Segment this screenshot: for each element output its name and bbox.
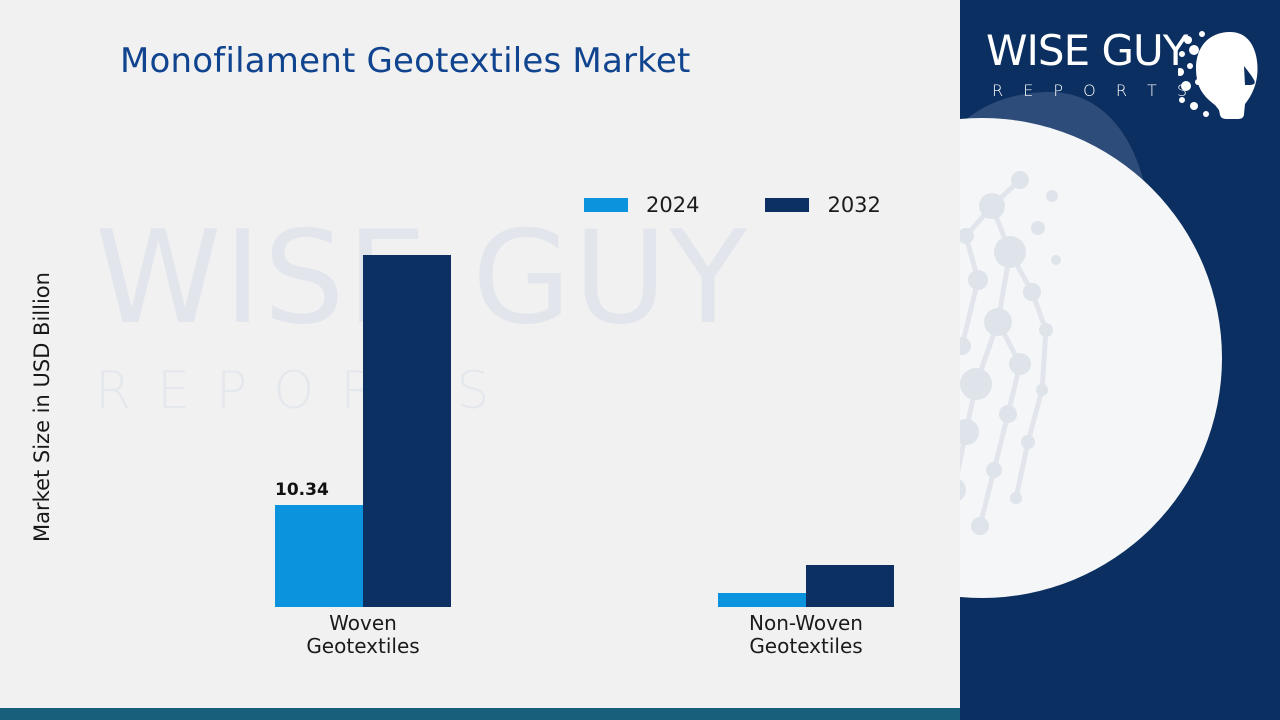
logo-sub-text: R E P O R T S (992, 81, 1195, 100)
chart-legend: 2024 2032 (584, 193, 881, 217)
logo-main-text: WISE GUY (986, 26, 1188, 75)
legend-label-2024: 2024 (646, 193, 700, 217)
category-label-woven: Woven Geotextiles (273, 612, 453, 658)
bar-nonwoven-2032 (806, 565, 894, 607)
plot-area: 10.34 Woven Geotextiles Non-Woven Geotex… (110, 150, 930, 658)
category-label-woven-line2: Geotextiles (306, 634, 420, 658)
logo-head-profile-icon (1178, 31, 1258, 119)
legend-item-2032: 2032 (765, 193, 881, 217)
bar-value-woven-2024: 10.34 (275, 480, 329, 500)
category-label-woven-line1: Woven (329, 611, 397, 635)
category-label-nonwoven-line2: Geotextiles (749, 634, 863, 658)
chart-panel: WISE GUY REPORTS Monofilament Geotextile… (0, 41, 960, 720)
y-axis-label: Market Size in USD Billion (30, 272, 54, 542)
category-label-nonwoven-line1: Non-Woven (749, 611, 863, 635)
logo: WISE GUY R E P O R T S (982, 28, 1262, 120)
category-label-nonwoven: Non-Woven Geotextiles (716, 612, 896, 658)
legend-item-2024: 2024 (584, 193, 699, 217)
page-title: Monofilament Geotextiles Market (120, 41, 691, 81)
bar-woven-2024 (275, 505, 363, 607)
bar-woven-2032 (363, 255, 451, 607)
brand-panel: WISE GUY R E P O R T S (960, 0, 1280, 720)
bar-nonwoven-2024 (718, 593, 806, 607)
legend-label-2032: 2032 (827, 193, 881, 217)
brain-network-dots-icon (960, 171, 1061, 535)
legend-swatch-2032 (765, 198, 810, 212)
logo-wordmark: WISE GUY R E P O R T S (986, 30, 1196, 99)
legend-swatch-2024 (584, 198, 628, 212)
accent-strip (0, 708, 960, 720)
